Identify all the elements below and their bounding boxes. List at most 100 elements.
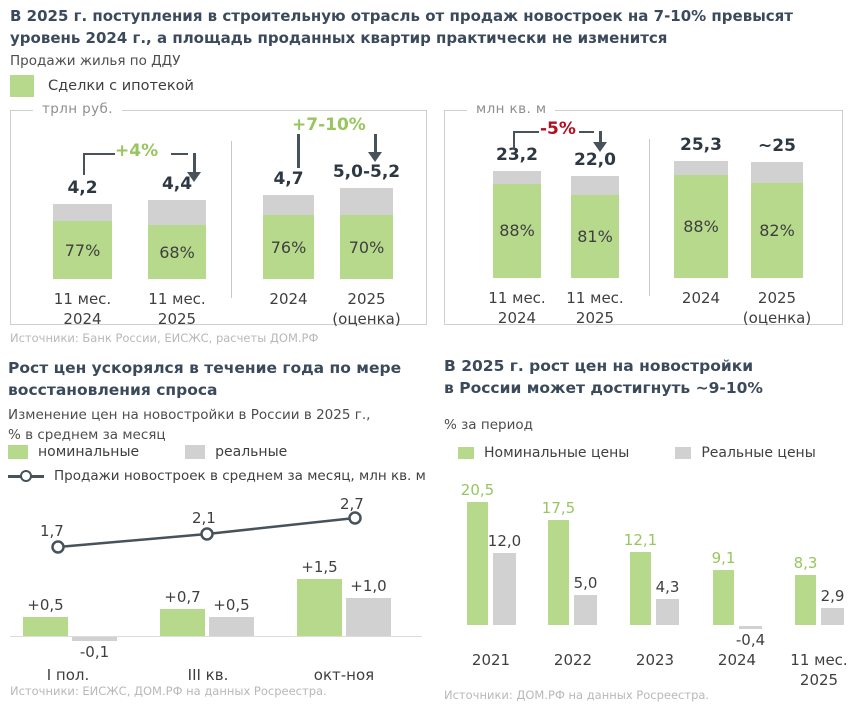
bar-value-label: +0,5 <box>27 596 64 614</box>
bracket-line <box>171 153 188 155</box>
revenue-chart: 77% 4,2 11 мес. 2024 68% 4,4 11 мес. 2025 76% 4… <box>11 111 426 328</box>
bar-value-label: 20,5 <box>460 481 495 499</box>
page-title: В 2025 г. поступления в строительную отр… <box>10 7 793 47</box>
line-point-label: 2,7 <box>340 495 364 513</box>
bar-value-label: 4,3 <box>655 578 680 596</box>
category-label: 11 мес. 2024 <box>53 290 112 329</box>
stacked-bar: 77% <box>53 204 112 279</box>
category-label: III кв. <box>187 666 229 684</box>
bar <box>821 608 844 625</box>
line-marker-icon <box>8 470 44 482</box>
category-label: 2022 <box>553 651 593 669</box>
category-label: 2024 <box>269 290 308 308</box>
arrow-stem <box>374 134 377 154</box>
share-label: 76% <box>270 237 307 257</box>
bar <box>713 570 734 625</box>
stacked-bar: 68% <box>148 200 206 279</box>
annotation-plus4: +4% <box>115 141 159 161</box>
panel-area: млн кв. м 88% 23,2 11 мес. 2024 81% 22,0 11 м… <box>444 101 843 327</box>
bar <box>656 599 679 625</box>
stacked-bar: 76% <box>263 195 314 279</box>
mortgage-legend-swatch <box>10 75 34 97</box>
arrow-stem <box>599 131 602 144</box>
bar-value-label: 2,9 <box>820 587 845 605</box>
bar <box>209 617 254 636</box>
bar <box>739 626 762 629</box>
arrow-down-icon <box>368 152 382 162</box>
bar <box>297 579 342 636</box>
real-label: реальные <box>215 444 288 460</box>
mortgage-share-segment: 77% <box>53 221 112 279</box>
share-label: 77% <box>64 240 101 260</box>
total-label: 23,2 <box>496 145 538 165</box>
stacked-bar: 81% <box>571 176 619 278</box>
bar-value-label: 17,5 <box>541 499 576 517</box>
line-point-label: 2,1 <box>192 509 216 527</box>
bar-value-label: +1,5 <box>301 558 338 576</box>
unit-label-area: млн кв. м <box>467 101 556 117</box>
annotation-plus7-10: +7-10% <box>292 115 366 135</box>
mortgage-legend: Сделки с ипотекой <box>10 75 194 97</box>
category-label: 2024 <box>681 289 721 307</box>
nominal-prices-label: Номинальные цены <box>484 445 630 461</box>
bar-value-label: -0,4 <box>735 631 766 649</box>
monthly-growth-chart: +0,5 +0,7 +1,5 -0,1 +0,5 +1,0 I пол. III кв. окт… <box>10 495 422 690</box>
share-label: 70% <box>348 237 385 257</box>
share-label: 88% <box>683 217 719 237</box>
group-divider <box>649 139 650 296</box>
category-label: 2025 (оценка) <box>332 290 401 329</box>
source-bottom-right: Источники: ДОМ.РФ на данных Росреестра. <box>444 688 710 702</box>
unit-label-revenue: трлн руб. <box>33 101 122 117</box>
section-title-price-growth: Рост цен ускорялся в течение года по мер… <box>8 359 402 399</box>
bar <box>574 595 597 625</box>
bar <box>346 598 391 636</box>
bar-value-label: +0,7 <box>164 588 201 606</box>
mortgage-share-segment: 68% <box>148 225 206 279</box>
bar <box>630 552 651 625</box>
mortgage-share-segment: 81% <box>571 195 619 278</box>
total-label: 5,0-5,2 <box>332 162 401 182</box>
total-label: 22,0 <box>574 150 616 170</box>
stacked-bar: 88% <box>493 171 541 278</box>
real-swatch <box>185 445 206 459</box>
bar <box>467 502 488 625</box>
bar-value-label: 5,0 <box>573 574 598 592</box>
area-chart: 88% 23,2 11 мес. 2024 81% 22,0 11 мес. 2025 88… <box>445 111 842 327</box>
category-label: 11 мес. 2025 <box>566 289 624 328</box>
bar-value-label: +0,5 <box>213 596 250 614</box>
real-prices-label: Реальные цены <box>701 445 816 461</box>
total-label: 4,2 <box>67 178 98 198</box>
bracket-corner <box>513 131 539 149</box>
mortgage-share-segment: 76% <box>263 215 314 279</box>
bar-value-label: 8,3 <box>793 554 818 572</box>
total-label: 4,7 <box>273 169 304 189</box>
share-label: 81% <box>577 227 613 247</box>
bar-value-label: +1,0 <box>350 577 387 595</box>
sales-line <box>51 511 362 554</box>
total-label: 25,3 <box>680 135 722 155</box>
mortgage-share-segment: 88% <box>674 175 728 278</box>
source-top: Источники: Банк России, ЕИСЖС, расчеты Д… <box>10 331 319 345</box>
legend-nominal-real: номинальные реальные <box>8 444 287 460</box>
bar <box>23 617 68 636</box>
mortgage-legend-label: Сделки с ипотекой <box>48 78 194 94</box>
category-label: 11 мес. 2025 <box>790 651 848 690</box>
category-label: 2024 <box>717 651 757 669</box>
arrow-down-icon <box>593 142 607 152</box>
line-point-label: 1,7 <box>40 522 64 540</box>
category-label: I пол. <box>46 666 90 684</box>
page-subtitle: Продажи жилья по ДДУ <box>10 53 181 69</box>
category-label: окт-ноя <box>313 666 375 684</box>
group-divider <box>231 141 232 298</box>
arrow-stem <box>193 153 196 174</box>
annotation-minus5: -5% <box>540 119 576 139</box>
x-axis <box>10 636 422 637</box>
stacked-bar: 82% <box>751 162 803 278</box>
section-subtitle-annual-growth: % за период <box>444 417 533 433</box>
panel-revenue: трлн руб. 77% 4,2 11 мес. 2024 68% 4,4 11 мес… <box>10 101 427 328</box>
mortgage-share-segment: 82% <box>751 182 803 278</box>
category-label: 2021 <box>471 651 511 669</box>
stacked-bar: 70% <box>340 188 393 279</box>
total-label: 4,4 <box>161 174 193 194</box>
